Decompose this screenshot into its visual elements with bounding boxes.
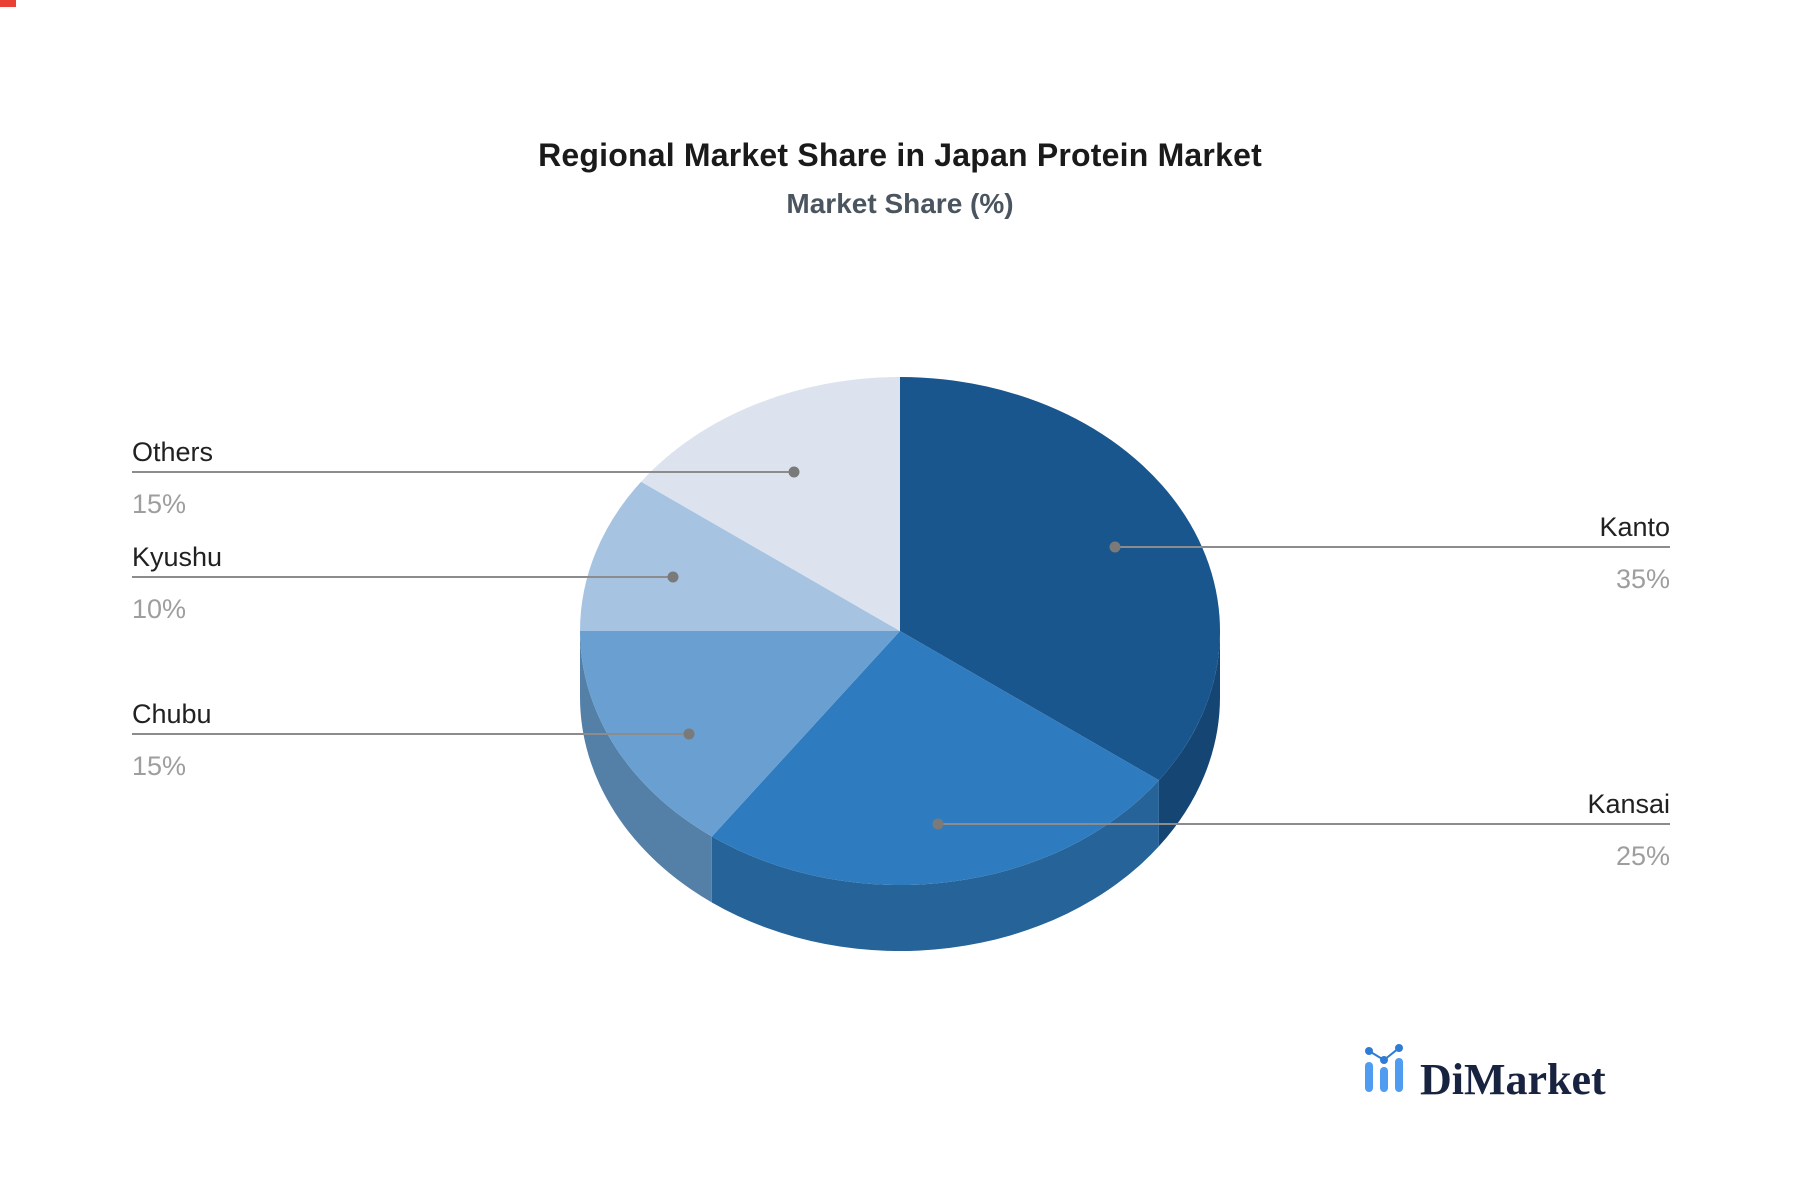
slice-value-kyushu: 10% [132, 594, 187, 624]
logo-bar-3 [1395, 1058, 1403, 1092]
slice-value-kanto: 35% [1615, 564, 1670, 594]
dimarket-logo[interactable]: DiMarket [1363, 1040, 1653, 1110]
logo-text: DiMarket [1420, 1055, 1606, 1104]
pie-slice-side-chubu [580, 631, 712, 903]
leader-dot-kyushu [667, 571, 679, 583]
pie-slice-side-kanto [1158, 631, 1220, 847]
logo-dot-1 [1365, 1047, 1373, 1055]
logo-dot-3 [1395, 1044, 1403, 1052]
slice-label-kyushu: Kyushu [132, 542, 223, 572]
slice-value-chubu: 15% [132, 751, 187, 781]
pie-slice-side-kansai [711, 780, 1159, 952]
pie-slice-others[interactable] [641, 377, 900, 631]
slice-label-kanto: Kanto [1599, 512, 1670, 542]
pie-3d-sides [580, 631, 1220, 952]
pie-slices [580, 377, 1221, 886]
logo-dot-2 [1380, 1056, 1388, 1064]
leader-dot-chubu [683, 728, 695, 740]
pie-slice-kanto[interactable] [900, 377, 1221, 781]
pie-slice-chubu[interactable] [580, 631, 900, 837]
leader-dot-kansai [932, 818, 944, 830]
slice-label-others: Others [132, 437, 214, 467]
pie-slice-kyushu[interactable] [580, 481, 900, 631]
logo-bar-1 [1365, 1062, 1373, 1092]
slice-value-others: 15% [132, 489, 187, 519]
leader-dot-others [788, 466, 800, 478]
slice-label-kansai: Kansai [1587, 789, 1670, 819]
pie-slice-kansai[interactable] [711, 631, 1159, 886]
bar-line-chart-icon [1365, 1044, 1403, 1092]
slice-label-chubu: Chubu [132, 699, 212, 729]
leader-lines [132, 466, 1670, 830]
slice-value-kansai: 25% [1615, 841, 1670, 871]
chart-title: Regional Market Share in Japan Protein M… [538, 137, 1262, 173]
leader-dot-kanto [1109, 541, 1121, 553]
corner-artifact [0, 0, 16, 7]
chart-subtitle: Market Share (%) [786, 188, 1014, 219]
logo-bar-2 [1380, 1067, 1388, 1092]
